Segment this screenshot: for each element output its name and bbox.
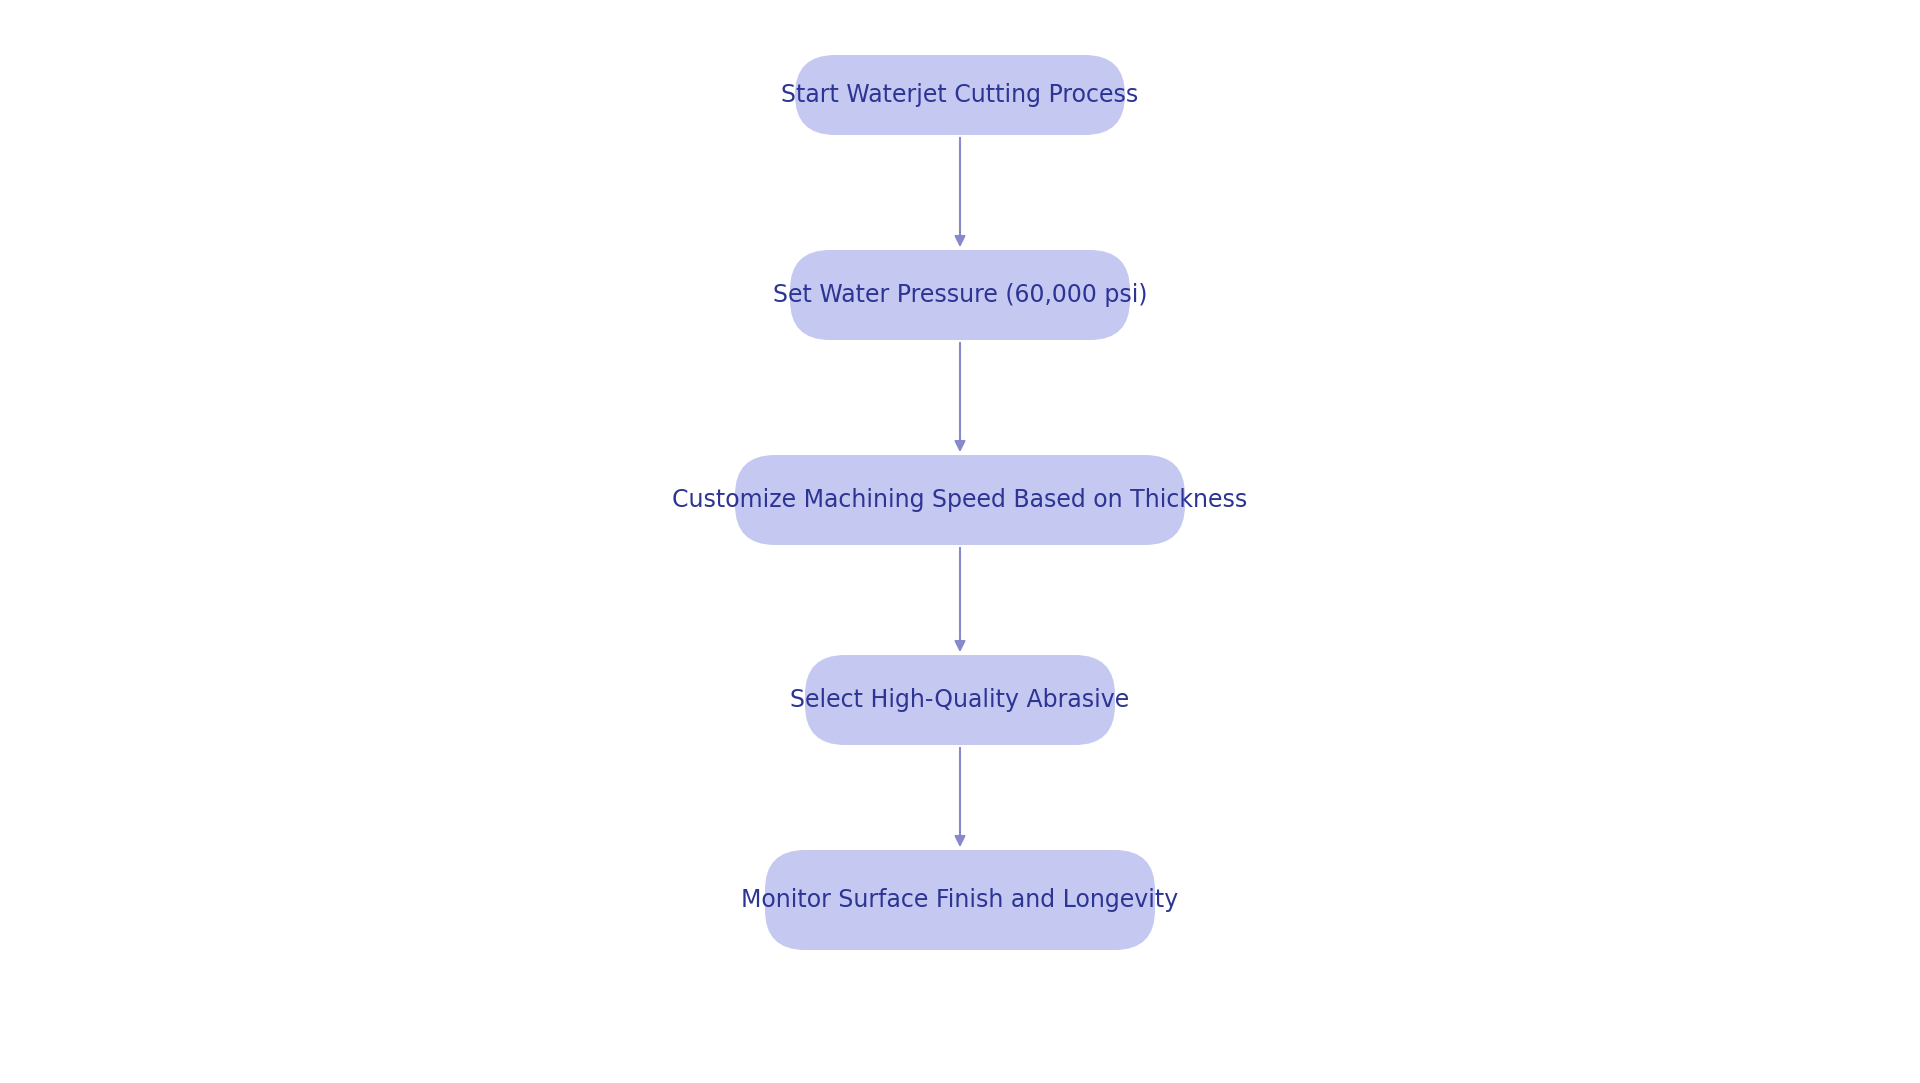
FancyBboxPatch shape	[804, 655, 1116, 745]
FancyBboxPatch shape	[795, 55, 1125, 135]
FancyBboxPatch shape	[764, 850, 1156, 950]
Text: Monitor Surface Finish and Longevity: Monitor Surface Finish and Longevity	[741, 888, 1179, 912]
Text: Set Water Pressure (60,000 psi): Set Water Pressure (60,000 psi)	[772, 283, 1148, 306]
Text: Customize Machining Speed Based on Thickness: Customize Machining Speed Based on Thick…	[672, 488, 1248, 512]
Text: Start Waterjet Cutting Process: Start Waterjet Cutting Process	[781, 83, 1139, 107]
Text: Select High-Quality Abrasive: Select High-Quality Abrasive	[791, 688, 1129, 712]
FancyBboxPatch shape	[789, 250, 1131, 340]
FancyBboxPatch shape	[735, 455, 1185, 545]
